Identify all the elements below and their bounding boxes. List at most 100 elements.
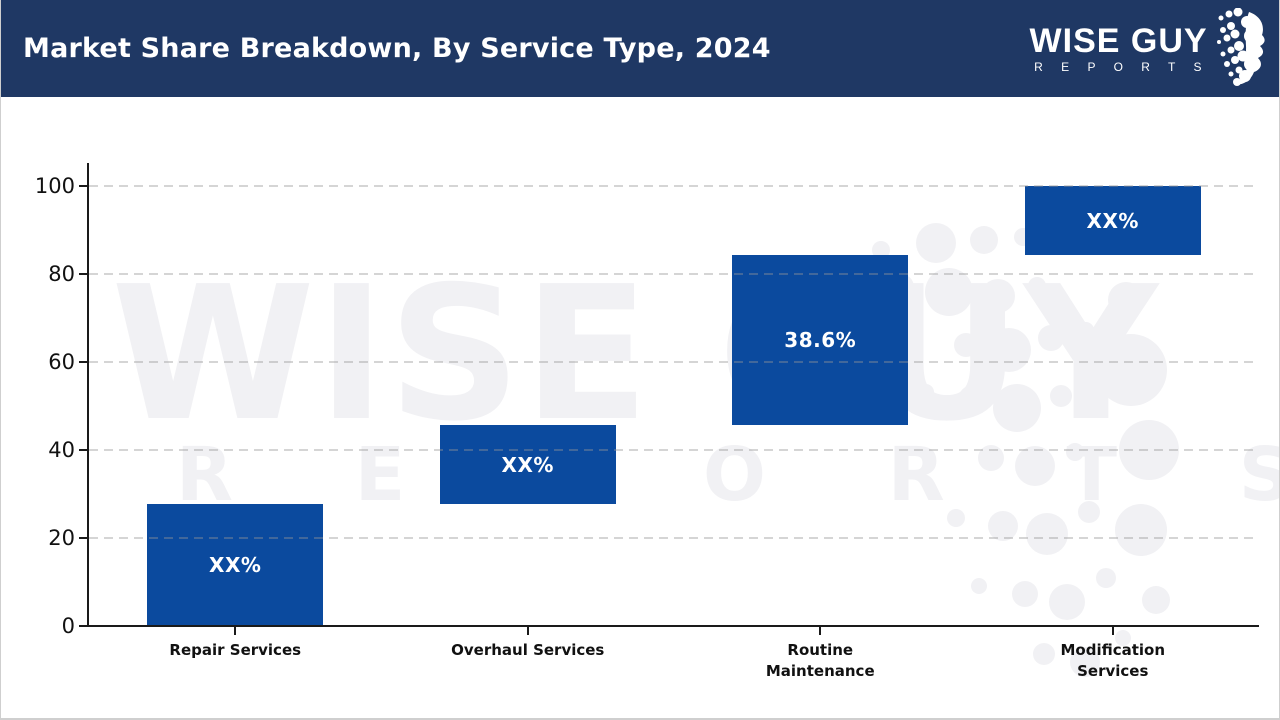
gridline [89, 273, 1259, 275]
logo-face-profile [1235, 12, 1265, 85]
watermark-dot [1033, 643, 1055, 665]
watermark-dot [970, 226, 998, 254]
dotted-face-icon [1217, 8, 1265, 86]
x-tick-mark [1111, 627, 1114, 635]
bar-value-label: XX% [209, 553, 262, 578]
gridline [89, 449, 1259, 451]
watermark-dot [1095, 334, 1167, 406]
watermark-dot [1049, 584, 1085, 620]
watermark-dot [1070, 647, 1100, 677]
x-category-label-line: Services [1077, 662, 1149, 680]
wise-guy-logo: WISE GUY R E P O R T S [1028, 8, 1265, 88]
watermark-dot [1015, 446, 1055, 486]
logo-dot [1224, 61, 1230, 67]
bar-value-label: 38.6% [784, 327, 857, 352]
logo-tagline: R E P O R T S [1034, 59, 1209, 74]
watermark-dot [958, 385, 988, 415]
watermark-dot [987, 328, 1031, 372]
watermark-dot [971, 578, 987, 594]
watermark-dot [1028, 277, 1046, 295]
watermark-dot [872, 241, 890, 259]
bar: XX% [147, 504, 324, 626]
y-tick-label: 40 [48, 438, 75, 462]
y-tick-label: 80 [48, 262, 75, 286]
y-tick-label: 100 [34, 174, 75, 198]
logo-dot [1237, 50, 1249, 62]
gridline [89, 361, 1259, 363]
x-tick-mark [234, 627, 237, 635]
watermark-dot [1078, 501, 1100, 523]
logo-dot [1230, 29, 1240, 39]
watermark-dot [1066, 443, 1084, 461]
watermark-dot [1115, 504, 1167, 556]
bar: XX% [439, 424, 616, 505]
watermark-big-text: WISE GUY [111, 246, 1160, 462]
watermark-dot [1078, 322, 1094, 338]
logo-dot [1223, 34, 1231, 42]
watermark-dot [978, 445, 1004, 471]
logo-dot [1227, 22, 1235, 30]
y-axis [87, 163, 89, 627]
wise-guy-logo-text: WISE GUY R E P O R T S [1028, 23, 1209, 74]
watermark-dot [1026, 513, 1068, 555]
watermark-dot [988, 511, 1018, 541]
logo-dot [1233, 8, 1243, 17]
x-category-label-line: Maintenance [765, 662, 875, 680]
logo-dot [1227, 46, 1235, 54]
header-bar: Market Share Breakdown, By Service Type,… [1, 0, 1279, 97]
logo-dot [1220, 51, 1226, 57]
logo-dot [1231, 56, 1239, 64]
x-axis [87, 625, 1259, 627]
page-title: Market Share Breakdown, By Service Type,… [23, 33, 771, 64]
x-category-label-line: Repair Services [169, 641, 302, 659]
logo-dot [1220, 27, 1226, 33]
watermark-dot [954, 333, 978, 357]
x-category-label: Overhaul Services [388, 640, 668, 661]
watermark-small-text: R E P O R T S [176, 432, 1280, 518]
y-tick-label: 60 [48, 350, 75, 374]
logo-dot [1228, 71, 1234, 77]
y-tick-mark [79, 361, 87, 363]
x-tick-mark [819, 627, 822, 635]
watermark-dot [1012, 581, 1038, 607]
logo-name: WISE GUY [1029, 21, 1208, 60]
x-category-label: Modification Services [973, 640, 1253, 682]
x-tick-mark [526, 627, 529, 635]
logo-dot [1225, 10, 1233, 18]
y-tick-mark [79, 449, 87, 451]
bar-value-label: XX% [1086, 208, 1139, 233]
gridline [89, 185, 1259, 187]
watermark-dot [1142, 586, 1170, 614]
x-category-label-line: Overhaul Services [451, 641, 605, 659]
watermark-dot [993, 384, 1041, 432]
bar-value-label: XX% [501, 452, 554, 477]
y-tick-mark [79, 273, 87, 275]
bar: 38.6% [732, 255, 909, 425]
x-category-label: Repair Services [95, 640, 375, 661]
watermark-dot [1050, 385, 1072, 407]
watermark-dot [981, 279, 1015, 313]
watermark-dot [1038, 325, 1064, 351]
watermark-dot [947, 509, 965, 527]
y-tick-label: 0 [61, 614, 75, 638]
logo-dot [1235, 66, 1243, 74]
logo-dot [1217, 40, 1221, 44]
x-category-label: Routine Maintenance [680, 640, 960, 682]
watermark-dot [916, 223, 956, 263]
bar: XX% [1024, 186, 1201, 256]
x-category-label-line: Routine [787, 641, 854, 659]
y-tick-label: 20 [48, 526, 75, 550]
watermark-dot [1115, 630, 1131, 646]
y-tick-mark [79, 185, 87, 187]
logo-dot [1234, 41, 1244, 51]
logo-dot [1218, 15, 1224, 21]
watermark-dot [1108, 282, 1144, 318]
y-tick-mark [79, 625, 87, 627]
watermark-dot [925, 268, 973, 316]
gridline [89, 537, 1259, 539]
y-tick-mark [79, 537, 87, 539]
watermark-dot [918, 384, 934, 400]
watermark-dot [1119, 420, 1179, 480]
